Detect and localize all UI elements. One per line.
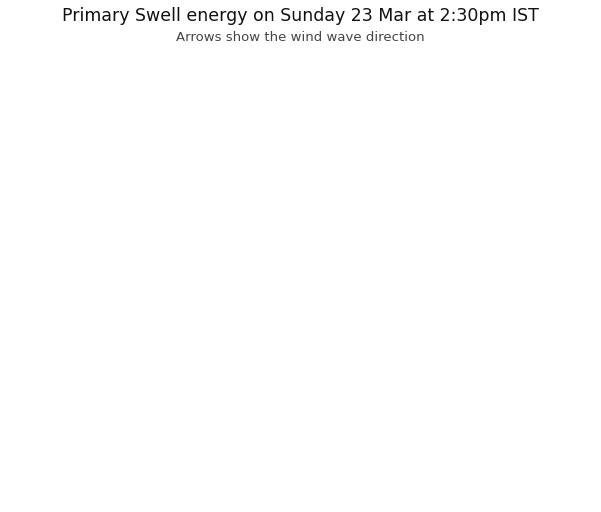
Text: Primary Swell energy on Sunday 23 Mar at 2:30pm IST: Primary Swell energy on Sunday 23 Mar at… — [62, 7, 539, 25]
Text: Arrows show the wind wave direction: Arrows show the wind wave direction — [176, 31, 425, 45]
